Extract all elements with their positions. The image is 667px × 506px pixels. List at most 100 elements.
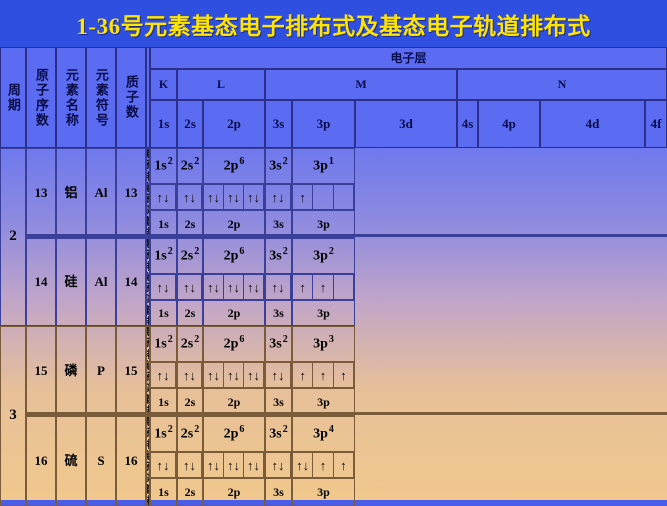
- label-config: 基态电子排布式: [146, 148, 150, 184]
- cell-proton-number: 14: [116, 238, 146, 326]
- orbital-arrows: ↑↓: [156, 279, 170, 295]
- orbital-arrows: ↑: [299, 367, 306, 383]
- config-3p-text: 3p1: [313, 156, 334, 174]
- orbital-arrows: ↑↓: [156, 457, 170, 473]
- label-config: 基态电子排布式: [146, 416, 150, 452]
- cell-period: 3: [0, 326, 26, 506]
- orbital-shell-name-3p-text: 3p: [317, 484, 330, 499]
- period-value: 3: [9, 407, 17, 424]
- config-3p-text: 3p4: [313, 424, 334, 442]
- element-symbol-value: Al: [94, 274, 108, 290]
- orbital-boxes-2p: ↑↓ ↑↓ ↑↓: [203, 452, 265, 478]
- config-2p-text: 2p6: [223, 424, 245, 442]
- header-subshell-3p-text: 3p: [316, 116, 331, 132]
- orbital-box: ↑↓: [224, 185, 244, 209]
- cell-element-name: 铝: [56, 148, 86, 238]
- config-3s-text: 3s2: [269, 424, 288, 442]
- cell-element-symbol: Al: [86, 238, 116, 326]
- orbital-box: ↑↓: [293, 453, 314, 477]
- header-shell-group-text: 电子层: [390, 50, 427, 65]
- config-2p-text: 2p6: [223, 246, 245, 264]
- header-subshell-4s-text: 4s: [461, 116, 474, 132]
- orbital-shell-name-2s: 2s: [177, 300, 203, 326]
- label-config-text: 基态电子排布式: [147, 239, 149, 273]
- cell-element-symbol: Al: [86, 148, 116, 238]
- config-1s-text: 1s2: [154, 334, 173, 352]
- cell-atomic-number: 16: [26, 416, 56, 506]
- orbital-box: ↑↓: [224, 363, 244, 387]
- orbital-box: ↑↓: [224, 275, 244, 299]
- empty-cell: [645, 326, 667, 416]
- orbital-arrows: ↑: [340, 457, 347, 473]
- config-1s: 1s2: [150, 238, 177, 274]
- orbital-shell-name-2s: 2s: [177, 210, 203, 238]
- orbital-box: ↑↓: [266, 453, 291, 477]
- label-orbital: 基态电子轨道排布式: [146, 362, 150, 416]
- header-atomic-number-text: 原子序数: [33, 67, 49, 128]
- header-element-name-text: 元素名称: [63, 67, 79, 128]
- header-subshell-3s-text: 3s: [272, 116, 285, 132]
- empty-cell: [355, 238, 457, 326]
- orbital-box: ↑: [313, 363, 334, 387]
- block-separator: [26, 412, 667, 415]
- orbital-box: ↑↓: [244, 275, 264, 299]
- orbital-shell-name-1s-text: 1s: [158, 305, 169, 320]
- orbital-shell-name-2s: 2s: [177, 478, 203, 506]
- orbital-box: [334, 185, 354, 209]
- orbital-shell-name-3p: 3p: [292, 478, 355, 506]
- orbital-arrows: ↑↓: [271, 457, 285, 473]
- orbital-box: ↑↓: [266, 363, 291, 387]
- orbital-arrows: ↑↓: [156, 189, 170, 205]
- orbital-box: ↑↓: [151, 185, 176, 209]
- empty-cell: [355, 416, 457, 506]
- orbital-arrows: ↑↓: [247, 457, 260, 473]
- orbital-shell-name-1s-text: 1s: [158, 394, 169, 409]
- header-shell-n: N: [457, 69, 667, 100]
- config-1s-text: 1s2: [154, 156, 173, 174]
- orbital-shell-name-2s: 2s: [177, 388, 203, 416]
- orbital-arrows: ↑↓: [207, 189, 220, 205]
- orbital-box: ↑: [313, 453, 334, 477]
- orbital-arrows: ↑↓: [207, 457, 220, 473]
- label-config: 基态电子排布式: [146, 326, 150, 362]
- label-orbital: 基态电子轨道排布式: [146, 274, 150, 326]
- header-proton-number: 质子数: [116, 47, 146, 148]
- orbital-shell-name-3s-text: 3s: [273, 305, 284, 320]
- orbital-shell-name-2p-text: 2p: [227, 216, 241, 231]
- empty-cell: [540, 238, 645, 326]
- header-shell-m: M: [265, 69, 457, 100]
- empty-cell: [478, 416, 540, 506]
- label-orbital-text: 基态电子轨道排布式: [147, 363, 149, 415]
- orbital-box: ↑↓: [178, 453, 202, 477]
- orbital-arrows: ↑↓: [247, 367, 260, 383]
- cell-atomic-number: 14: [26, 238, 56, 326]
- orbital-shell-name-2p: 2p: [203, 300, 265, 326]
- orbital-arrows: ↑↓: [207, 279, 220, 295]
- orbital-shell-name-3p: 3p: [292, 210, 355, 238]
- header-subshell-4f: 4f: [645, 100, 667, 148]
- orbital-arrows: ↑↓: [271, 279, 285, 295]
- orbital-arrows: ↑↓: [271, 367, 285, 383]
- header-subshell-1s-text: 1s: [157, 116, 170, 132]
- config-2s-text: 2s2: [180, 246, 200, 264]
- orbital-box: ↑: [313, 275, 334, 299]
- element-name-value: 硅: [64, 274, 78, 290]
- orbital-box: ↑↓: [244, 185, 264, 209]
- config-3s-text: 3s2: [269, 156, 288, 174]
- atomic-number-value: 15: [34, 363, 48, 379]
- orbital-arrows: ↑: [319, 279, 327, 295]
- header-subshell-3d: 3d: [355, 100, 457, 148]
- orbital-arrows: ↑: [299, 189, 306, 205]
- orbital-arrows: ↑↓: [296, 457, 310, 473]
- cell-proton-number: 16: [116, 416, 146, 506]
- orbital-boxes-2p: ↑↓ ↑↓ ↑↓: [203, 362, 265, 388]
- block-separator: [26, 234, 667, 237]
- element-symbol-value: P: [97, 363, 105, 379]
- orbital-boxes-3p: ↑ ↑ ↑: [292, 362, 355, 388]
- config-3p: 3p2: [292, 238, 355, 274]
- cell-period: 2: [0, 148, 26, 326]
- orbital-shell-name-3s-text: 3s: [273, 484, 284, 499]
- header-subshell-1s: 1s: [150, 100, 177, 148]
- config-2p: 2p6: [203, 326, 265, 362]
- orbital-box: ↑↓: [151, 363, 176, 387]
